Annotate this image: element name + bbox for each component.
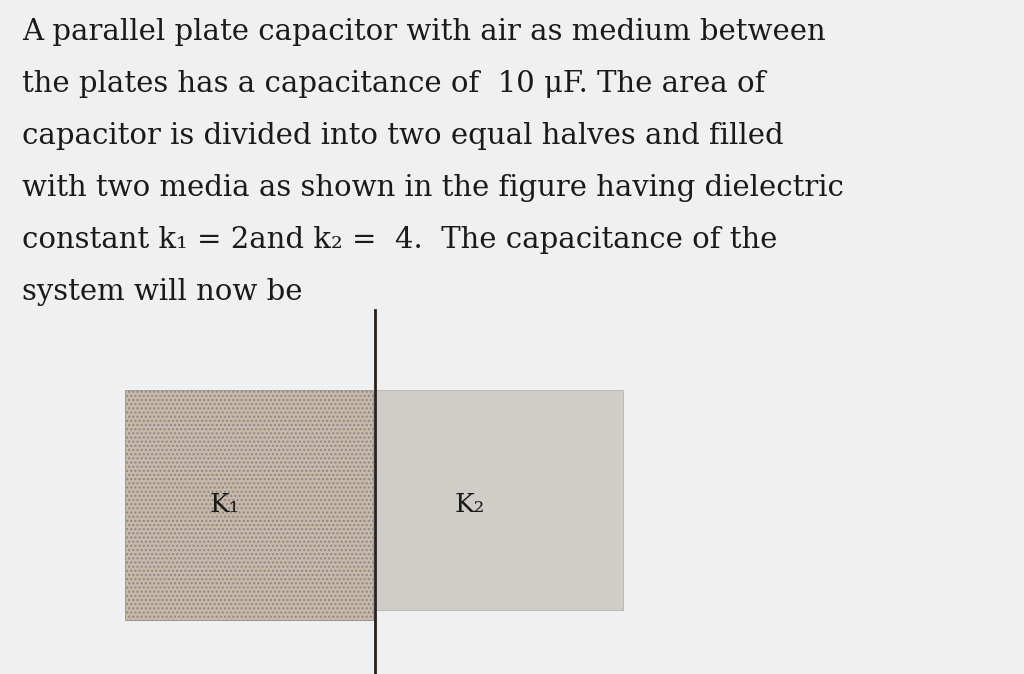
Text: A parallel plate capacitor with air as medium between: A parallel plate capacitor with air as m…: [22, 18, 825, 46]
Text: constant k₁ = 2and k₂ =  4.  The capacitance of the: constant k₁ = 2and k₂ = 4. The capacitan…: [22, 226, 777, 254]
Text: capacitor is divided into two equal halves and filled: capacitor is divided into two equal halv…: [22, 122, 783, 150]
Text: system will now be: system will now be: [22, 278, 302, 306]
Bar: [375, 390, 623, 610]
Text: K₂: K₂: [455, 493, 485, 518]
Bar: [125, 390, 373, 620]
Text: K₁: K₁: [210, 493, 240, 518]
Text: with two media as shown in the figure having dielectric: with two media as shown in the figure ha…: [22, 174, 844, 202]
Text: the plates has a capacitance of  10 μF. The area of: the plates has a capacitance of 10 μF. T…: [22, 70, 765, 98]
